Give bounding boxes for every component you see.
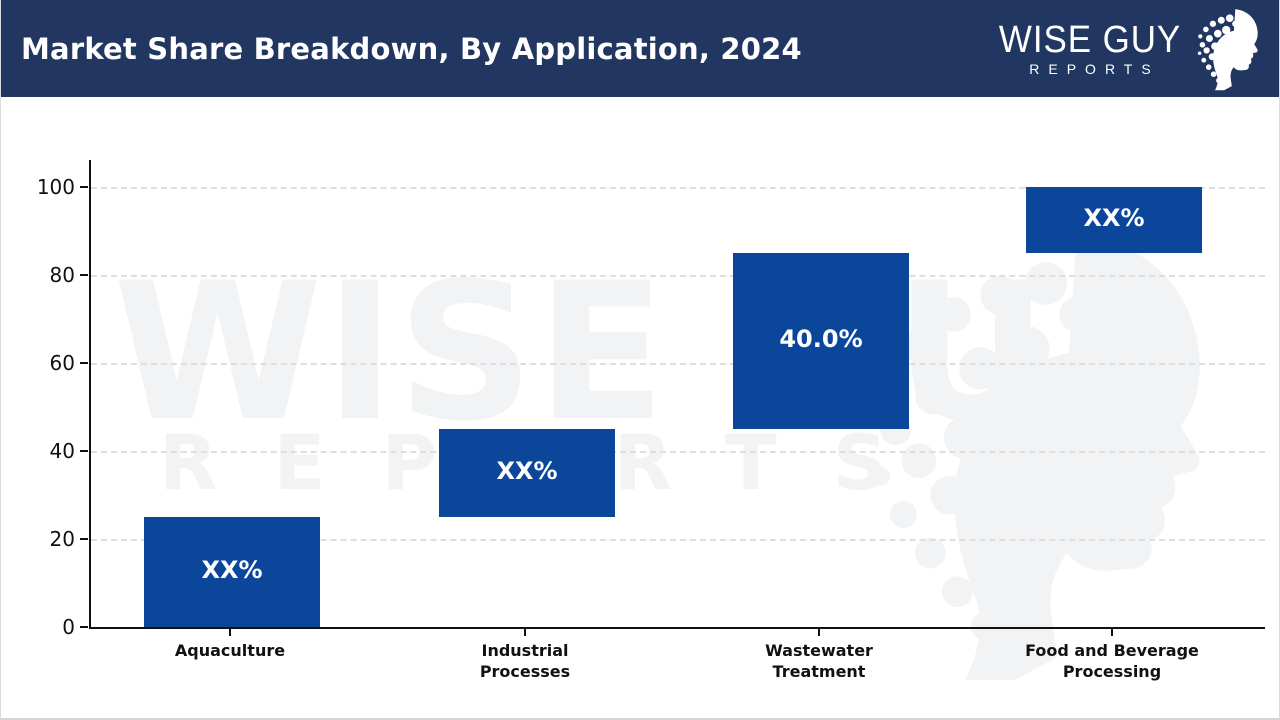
y-tick-label-80: 80: [49, 263, 75, 287]
x-category-label-line: Processes: [479, 662, 571, 681]
bar-value-label: 40.0%: [779, 325, 863, 353]
wise-guy-reports-logo: WISE GUY REPORTS: [991, 7, 1267, 91]
y-tick-mark-80: [80, 274, 88, 276]
y-tick-label-40: 40: [49, 439, 75, 463]
bar-aquaculture: XX%: [144, 517, 320, 627]
logo-brand-subtitle: REPORTS: [1029, 61, 1160, 77]
gridline-100: [91, 187, 1265, 189]
x-category-label-line: Aquaculture: [174, 641, 286, 660]
bar-value-label: XX%: [1083, 204, 1145, 232]
y-tick-mark-100: [80, 186, 88, 188]
x-tick-mark-3: [1111, 629, 1113, 636]
logo-text: WISE GUY REPORTS: [991, 20, 1189, 77]
x-category-label: Industrial Processes: [385, 640, 665, 682]
x-tick-mark-2: [818, 629, 820, 636]
y-tick-mark-0: [80, 626, 88, 628]
page-title: Market Share Breakdown, By Application, …: [21, 31, 802, 66]
y-tick-mark-20: [80, 538, 88, 540]
x-tick-mark-0: [229, 629, 231, 636]
x-category-label: Wastewater Treatment: [679, 640, 959, 682]
x-category-label-line: Treatment: [772, 662, 866, 681]
gridline-80: [91, 275, 1265, 277]
bar-value-label: XX%: [201, 556, 263, 584]
gridline-20: [91, 539, 1265, 541]
y-tick-label-0: 0: [62, 615, 75, 639]
x-category-label: Food and Beverage Processing: [972, 640, 1252, 682]
x-category-label: Aquaculture: [90, 640, 370, 661]
bar-wastewater-treatment: 40.0%: [733, 253, 909, 429]
logo-brand-name: WISE GUY: [998, 19, 1182, 61]
y-tick-label-20: 20: [49, 527, 75, 551]
bar-food-and-beverage-processing: XX%: [1026, 187, 1202, 253]
bar-value-label: XX%: [496, 457, 558, 485]
x-category-label-line: Processing: [1062, 662, 1162, 681]
x-category-label-line: Industrial: [481, 641, 569, 660]
header-bar: Market Share Breakdown, By Application, …: [1, 0, 1279, 97]
y-tick-label-60: 60: [49, 351, 75, 375]
gridline-40: [91, 451, 1265, 453]
x-tick-mark-1: [524, 629, 526, 636]
bar-industrial-processes: XX%: [439, 429, 615, 517]
x-category-label-line: Wastewater: [765, 641, 873, 660]
x-category-label-line: Food and Beverage: [1025, 641, 1199, 660]
y-tick-label-100: 100: [36, 175, 75, 199]
y-tick-mark-40: [80, 450, 88, 452]
dotted-head-logo-icon: [1191, 7, 1267, 91]
gridline-60: [91, 363, 1265, 365]
chart-plot-area: XX% XX% 40.0% XX%: [89, 160, 1265, 629]
y-tick-mark-60: [80, 362, 88, 364]
